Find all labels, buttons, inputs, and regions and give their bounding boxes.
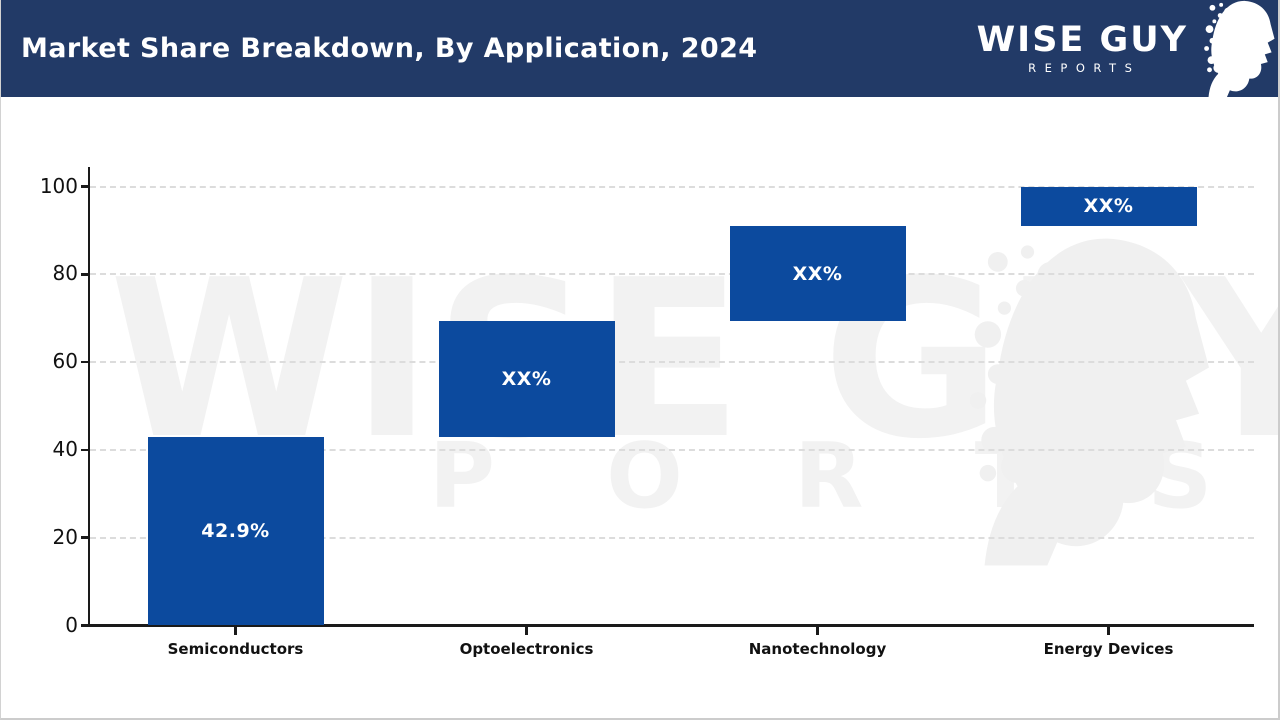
gridline-20 (90, 536, 1254, 539)
y-axis-line (87, 167, 90, 627)
category-label: Nanotechnology (748, 640, 887, 658)
wiseguy-head-icon (1204, 0, 1275, 97)
y-tick-mark (81, 273, 90, 276)
y-tick-label: 40 (52, 436, 78, 461)
brand-name: WISE GUY (976, 19, 1188, 60)
y-tick-mark (81, 624, 90, 627)
y-tick-label: 80 (52, 261, 78, 286)
x-tick-mark (816, 626, 819, 635)
gridline-40 (90, 448, 1254, 451)
bar-value-label: 42.9% (201, 520, 270, 543)
bar-value-label: XX% (501, 367, 552, 390)
category-label: Energy Devices (1043, 640, 1174, 658)
y-tick-label: 20 (52, 524, 78, 549)
page-title: Market Share Breakdown, By Application, … (21, 33, 758, 64)
x-tick-mark (1107, 626, 1110, 635)
y-tick-label: 60 (52, 349, 78, 374)
bar-semiconductors: 42.9% (147, 437, 324, 626)
y-tick-mark (81, 536, 90, 539)
bar-value-label: XX% (1083, 195, 1134, 218)
y-tick-label: 100 (39, 173, 78, 198)
brand-logo: WISE GUY REPORTS (977, 0, 1278, 97)
brand-subtitle: REPORTS (1028, 60, 1141, 75)
x-axis-line (87, 624, 1254, 627)
bar-value-label: XX% (792, 262, 843, 285)
x-tick-mark (525, 626, 528, 635)
bar-optoelectronics: XX% (438, 320, 615, 438)
y-tick-label: 0 (65, 612, 78, 637)
header-bar: Market Share Breakdown, By Application, … (1, 0, 1278, 97)
bar-nanotechnology: XX% (729, 226, 906, 321)
category-label: Semiconductors (167, 640, 304, 658)
y-tick-mark (81, 448, 90, 452)
gridline-100 (90, 185, 1254, 188)
category-label: Optoelectronics (459, 640, 594, 658)
y-tick-mark (81, 360, 90, 364)
gridline-80 (90, 273, 1254, 276)
wiseguy-head-watermark-icon (969, 238, 1209, 566)
y-tick-mark (81, 185, 90, 188)
bar-energy-devices: XX% (1020, 186, 1197, 227)
x-tick-mark (234, 626, 237, 635)
brand-text: WISE GUY REPORTS (976, 19, 1188, 75)
gridline-60 (90, 361, 1254, 364)
